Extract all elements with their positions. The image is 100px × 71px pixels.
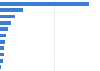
- Bar: [0, 14, 15, 18]
- Bar: [0, 27, 8, 31]
- Bar: [0, 65, 1, 69]
- Bar: [0, 40, 5, 44]
- Bar: [0, 34, 6, 37]
- Bar: [0, 2, 89, 6]
- Bar: [0, 21, 11, 25]
- Bar: [0, 59, 3, 63]
- Bar: [0, 8, 23, 12]
- Bar: [0, 53, 4, 57]
- Bar: [0, 46, 4, 50]
